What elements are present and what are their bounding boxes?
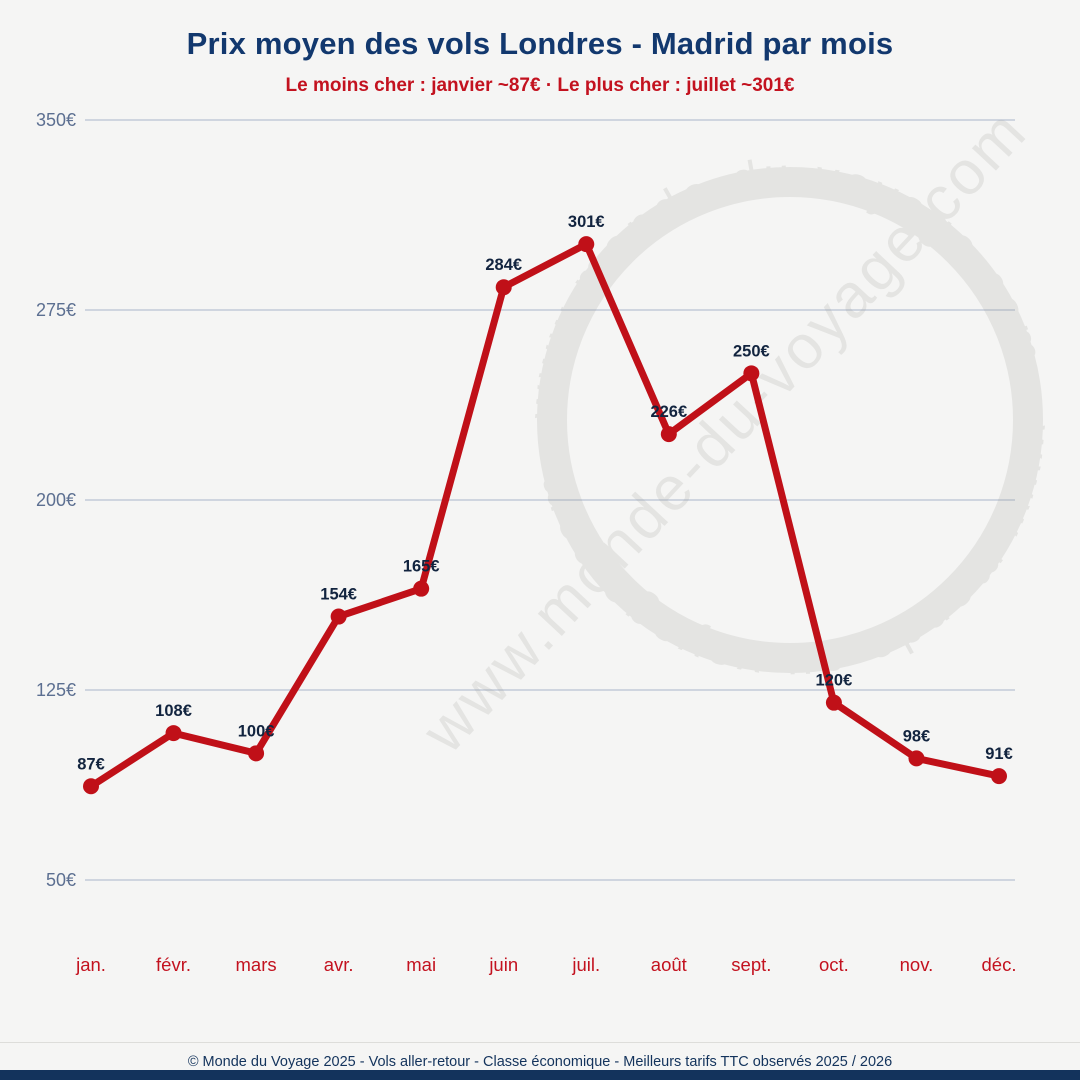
footer-text: © Monde du Voyage 2025 - Vols aller-reto…: [0, 1042, 1080, 1070]
watermark: www.monde-du-voyage.com · www.monde-du-v…: [409, 96, 1059, 766]
x-axis-month-label: oct.: [819, 954, 849, 975]
x-axis-month-label: jan.: [75, 954, 106, 975]
data-point: [660, 426, 677, 443]
y-axis-tick-label: 125€: [36, 680, 76, 700]
y-axis-tick-label: 275€: [36, 300, 76, 320]
y-axis-tick-label: 200€: [36, 490, 76, 510]
data-point-value-label: 100€: [238, 722, 275, 740]
data-point: [578, 236, 595, 253]
data-point: [165, 725, 182, 742]
grid-and-axes: 350€ 275€ 200€ 125€ 50€: [36, 110, 1015, 890]
y-axis-tick-label: 350€: [36, 110, 76, 130]
data-point: [330, 608, 347, 625]
x-axis-month-label: juil.: [571, 954, 600, 975]
data-point-value-label: 108€: [155, 702, 192, 720]
data-point-value-label: 165€: [403, 558, 440, 576]
x-axis-month-label: mars: [236, 954, 277, 975]
data-point: [991, 768, 1007, 785]
x-axis-month-label: juin: [488, 954, 518, 975]
data-point-value-label: 91€: [985, 745, 1013, 763]
data-points: 87€ 108€ 100€ 154€ 165€ 284€ 301€ 226€ 250€ 120€ 9…: [77, 213, 1013, 795]
data-point-value-label: 87€: [77, 755, 105, 773]
data-point-value-label: 301€: [568, 213, 605, 231]
data-point-value-label: 98€: [903, 727, 931, 745]
x-axis-month-label: août: [651, 954, 687, 975]
page-title: Prix moyen des vols Londres - Madrid par…: [186, 26, 894, 61]
data-point: [248, 745, 265, 762]
data-point-value-label: 284€: [485, 256, 522, 274]
x-axis-month-label: avr.: [324, 954, 354, 975]
data-point: [83, 778, 99, 795]
x-axis-month-label: mai: [406, 954, 436, 975]
data-point: [413, 580, 430, 597]
page-subtitle: Le moins cher : janvier ~87€ · Le plus c…: [285, 75, 795, 96]
data-point: [825, 694, 842, 711]
data-point: [495, 279, 512, 296]
y-axis-tick-label: 50€: [46, 870, 76, 890]
data-point-value-label: 154€: [320, 586, 357, 604]
data-point-value-label: 226€: [650, 403, 687, 421]
x-axis-month-label: déc.: [982, 954, 1017, 975]
data-point-value-label: 120€: [816, 672, 853, 690]
x-axis-month-label: nov.: [900, 954, 934, 975]
footer-bottom-bar: [0, 1070, 1080, 1080]
data-point-value-label: 250€: [733, 342, 770, 360]
x-axis-month-label: sept.: [731, 954, 771, 975]
data-point: [743, 365, 760, 382]
x-axis-month-label: févr.: [156, 954, 191, 975]
price-line: [87, 240, 1003, 790]
data-point: [908, 750, 925, 767]
x-axis-labels: jan. févr. mars avr. mai juin juil. août sept. oc…: [75, 954, 1016, 975]
watermark-ring: [537, 167, 1043, 673]
